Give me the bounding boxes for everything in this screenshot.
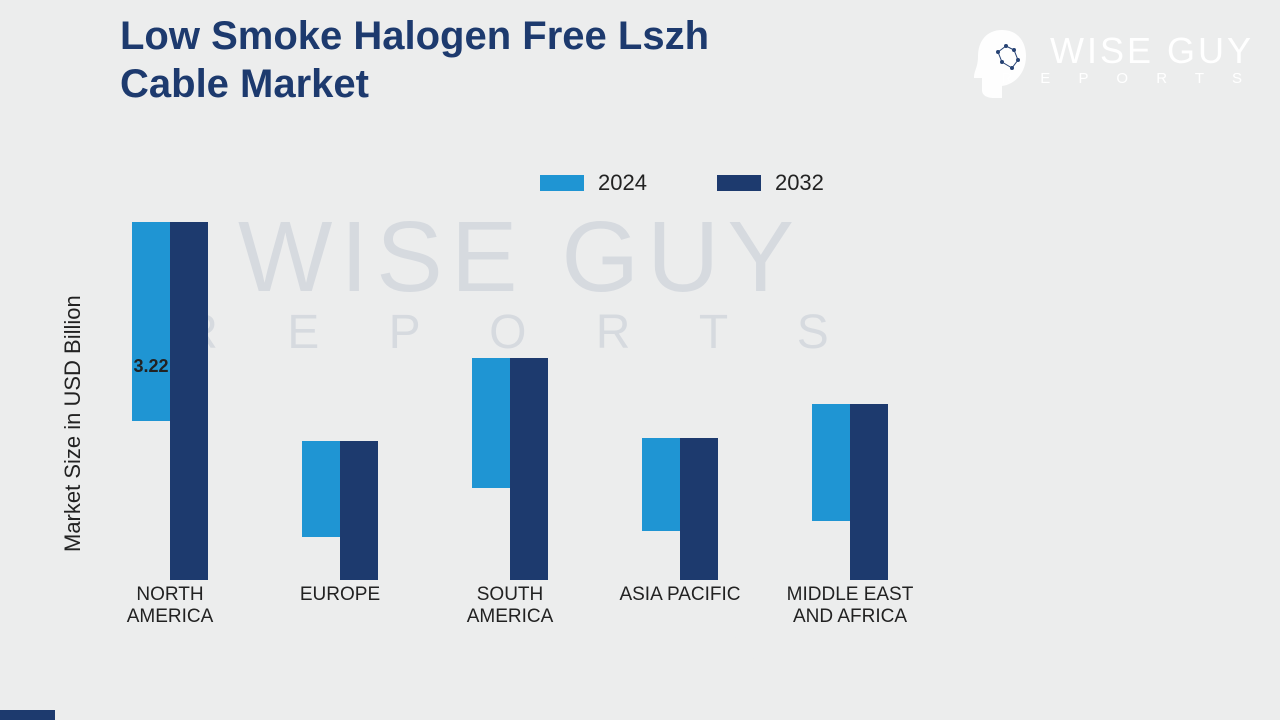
bar (850, 404, 888, 580)
x-axis-label: EUROPE (270, 584, 410, 606)
bar (170, 222, 208, 580)
bar (812, 404, 850, 521)
x-axis-label: MIDDLE EAST AND AFRICA (780, 584, 920, 628)
x-axis-label: SOUTH AMERICA (440, 584, 580, 628)
brand-line1: WISE GUY (994, 30, 1254, 72)
bar-group (642, 438, 718, 580)
brand-logo: WISE GUY R E P O R T S (994, 30, 1254, 87)
legend-label-2024: 2024 (598, 170, 647, 196)
bar-group (302, 441, 378, 580)
bar (510, 358, 548, 580)
bar-group (472, 358, 548, 580)
value-label: 3.22 (133, 356, 168, 377)
legend: 2024 2032 (540, 170, 824, 196)
bar (680, 438, 718, 580)
legend-item-2032: 2032 (717, 170, 824, 196)
legend-swatch-2032 (717, 175, 761, 191)
bottom-accent-bar (0, 710, 55, 720)
y-axis-label: Market Size in USD Billion (60, 295, 86, 552)
brand-line2: R E P O R T S (994, 70, 1254, 87)
bar (302, 441, 340, 537)
bar-group (132, 222, 208, 580)
bar (472, 358, 510, 488)
stage: WISE GUY R E P O R T S Low Smoke Halogen… (0, 0, 1280, 720)
legend-swatch-2024 (540, 175, 584, 191)
legend-label-2032: 2032 (775, 170, 824, 196)
legend-item-2024: 2024 (540, 170, 647, 196)
chart-title: Low Smoke Halogen Free Lszh Cable Market (120, 12, 820, 108)
chart-area: 3.22 (110, 210, 960, 580)
x-axis-label: ASIA PACIFIC (610, 584, 750, 606)
x-axis-label: NORTH AMERICA (100, 584, 240, 628)
bar (340, 441, 378, 580)
bar (132, 222, 170, 421)
bar-group (812, 404, 888, 580)
bar (642, 438, 680, 531)
